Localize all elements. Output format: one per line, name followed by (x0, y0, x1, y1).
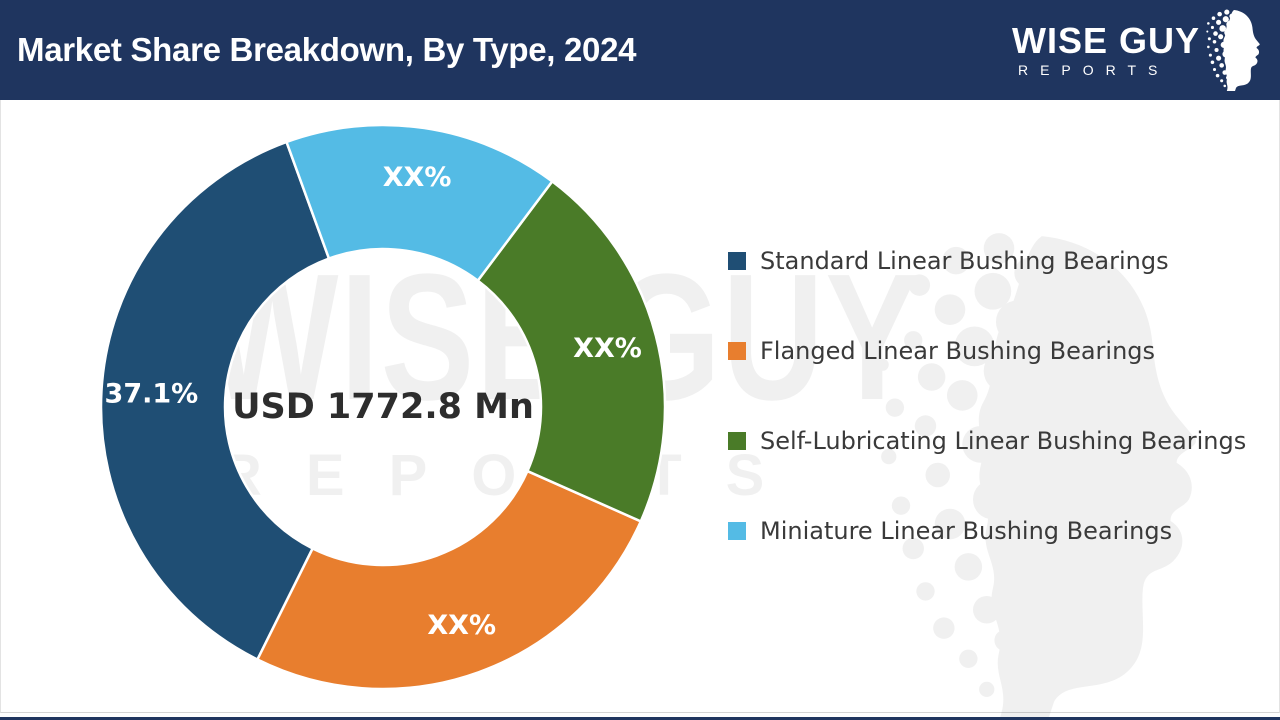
logo-reports-text: REPORTS (1017, 62, 1170, 78)
logo-brand-text: WISE GUY (1011, 20, 1200, 61)
donut-segment-3 (285, 123, 554, 282)
segment-value-label-2: XX% (573, 333, 642, 364)
segment-value-label-0: 37.1% (105, 378, 199, 409)
legend-item: Flanged Linear Bushing Bearings (728, 336, 1246, 365)
donut-chart: USD 1772.8 Mn 37.1% XX% XX% XX% (99, 123, 667, 691)
header-bar: Market Share Breakdown, By Type, 2024 WI… (0, 0, 1280, 100)
chart-center-value: USD 1772.8 Mn (232, 387, 534, 427)
legend: Standard Linear Bushing Bearings Flanged… (728, 246, 1247, 545)
legend-swatch (728, 521, 746, 540)
segment-value-label-3: XX% (383, 162, 452, 193)
legend-item: Miniature Linear Bushing Bearings (728, 516, 1246, 545)
logo-face-icon (1206, 9, 1260, 91)
legend-label: Standard Linear Bushing Bearings (760, 246, 1169, 275)
donut-segment-0 (99, 140, 331, 661)
legend-item: Standard Linear Bushing Bearings (728, 246, 1246, 275)
segment-value-label-1: XX% (427, 610, 496, 641)
legend-item: Self-Lubricating Linear Bushing Bearings (728, 426, 1247, 455)
legend-label: Flanged Linear Bushing Bearings (760, 336, 1156, 365)
legend-swatch (728, 341, 746, 360)
logo-text: WISE GUY REPORTS (1011, 20, 1200, 78)
legend-label: Miniature Linear Bushing Bearings (760, 516, 1173, 545)
bottom-accent-bar (0, 717, 1280, 720)
wise-guy-logo: WISE GUY REPORTS (1012, 6, 1266, 94)
chart-area: WISE GUY REPORTS USD 1772.8 Mn 37.1% XX% X… (0, 100, 1280, 720)
legend-swatch (728, 431, 746, 450)
donut-segment-1 (256, 469, 643, 691)
legend-swatch (728, 251, 746, 270)
legend-label: Self-Lubricating Linear Bushing Bearings (760, 426, 1247, 455)
page-title: Market Share Breakdown, By Type, 2024 (17, 31, 637, 68)
donut-segment-2 (476, 180, 667, 523)
